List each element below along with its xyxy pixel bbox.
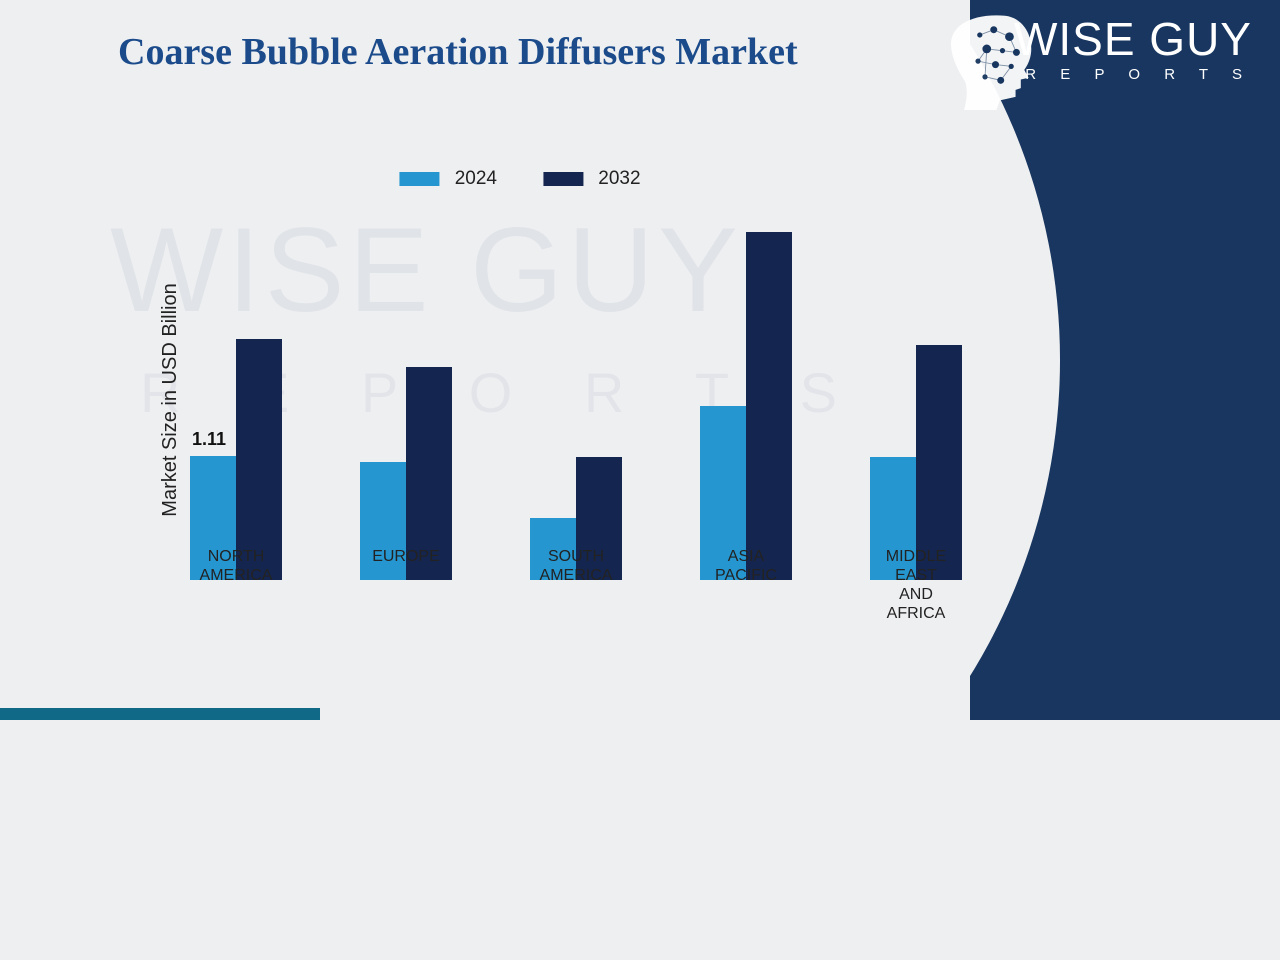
bottom-accent-strip [0,708,320,720]
chart-area: Market Size in USD Billion 2024 2032 1.1… [60,170,980,630]
chart-title: Coarse Bubble Aeration Diffusers Market [118,30,798,75]
legend-swatch-2032 [543,172,583,186]
bar-2032 [236,339,282,580]
stage: WISE GUY R E P O R T S WISE GUY R E P O … [0,0,1280,720]
legend-label-2032: 2032 [598,168,640,189]
value-label: 1.11 [192,429,226,450]
x-axis-label: ASIAPACIFIC [681,548,811,586]
x-axis-label: MIDDLEEASTANDAFRICA [851,548,981,624]
bar-2032 [916,345,962,580]
legend-item-2024: 2024 [399,168,497,190]
legend-item-2032: 2032 [543,168,641,190]
x-axis-label: EUROPE [341,548,471,567]
legend-swatch-2024 [399,172,439,186]
plot-area: 1.11 [150,210,970,580]
x-axis-label: NORTHAMERICA [171,548,301,586]
brand-subtitle: R E P O R T S [1014,66,1252,83]
brand-name: WISE GUY [1014,16,1252,62]
brand-logo: WISE GUY R E P O R T S [1014,16,1252,83]
x-axis-label: SOUTHAMERICA [511,548,641,586]
legend-label-2024: 2024 [455,168,497,189]
legend: 2024 2032 [399,168,640,190]
bar-2032 [746,232,792,580]
